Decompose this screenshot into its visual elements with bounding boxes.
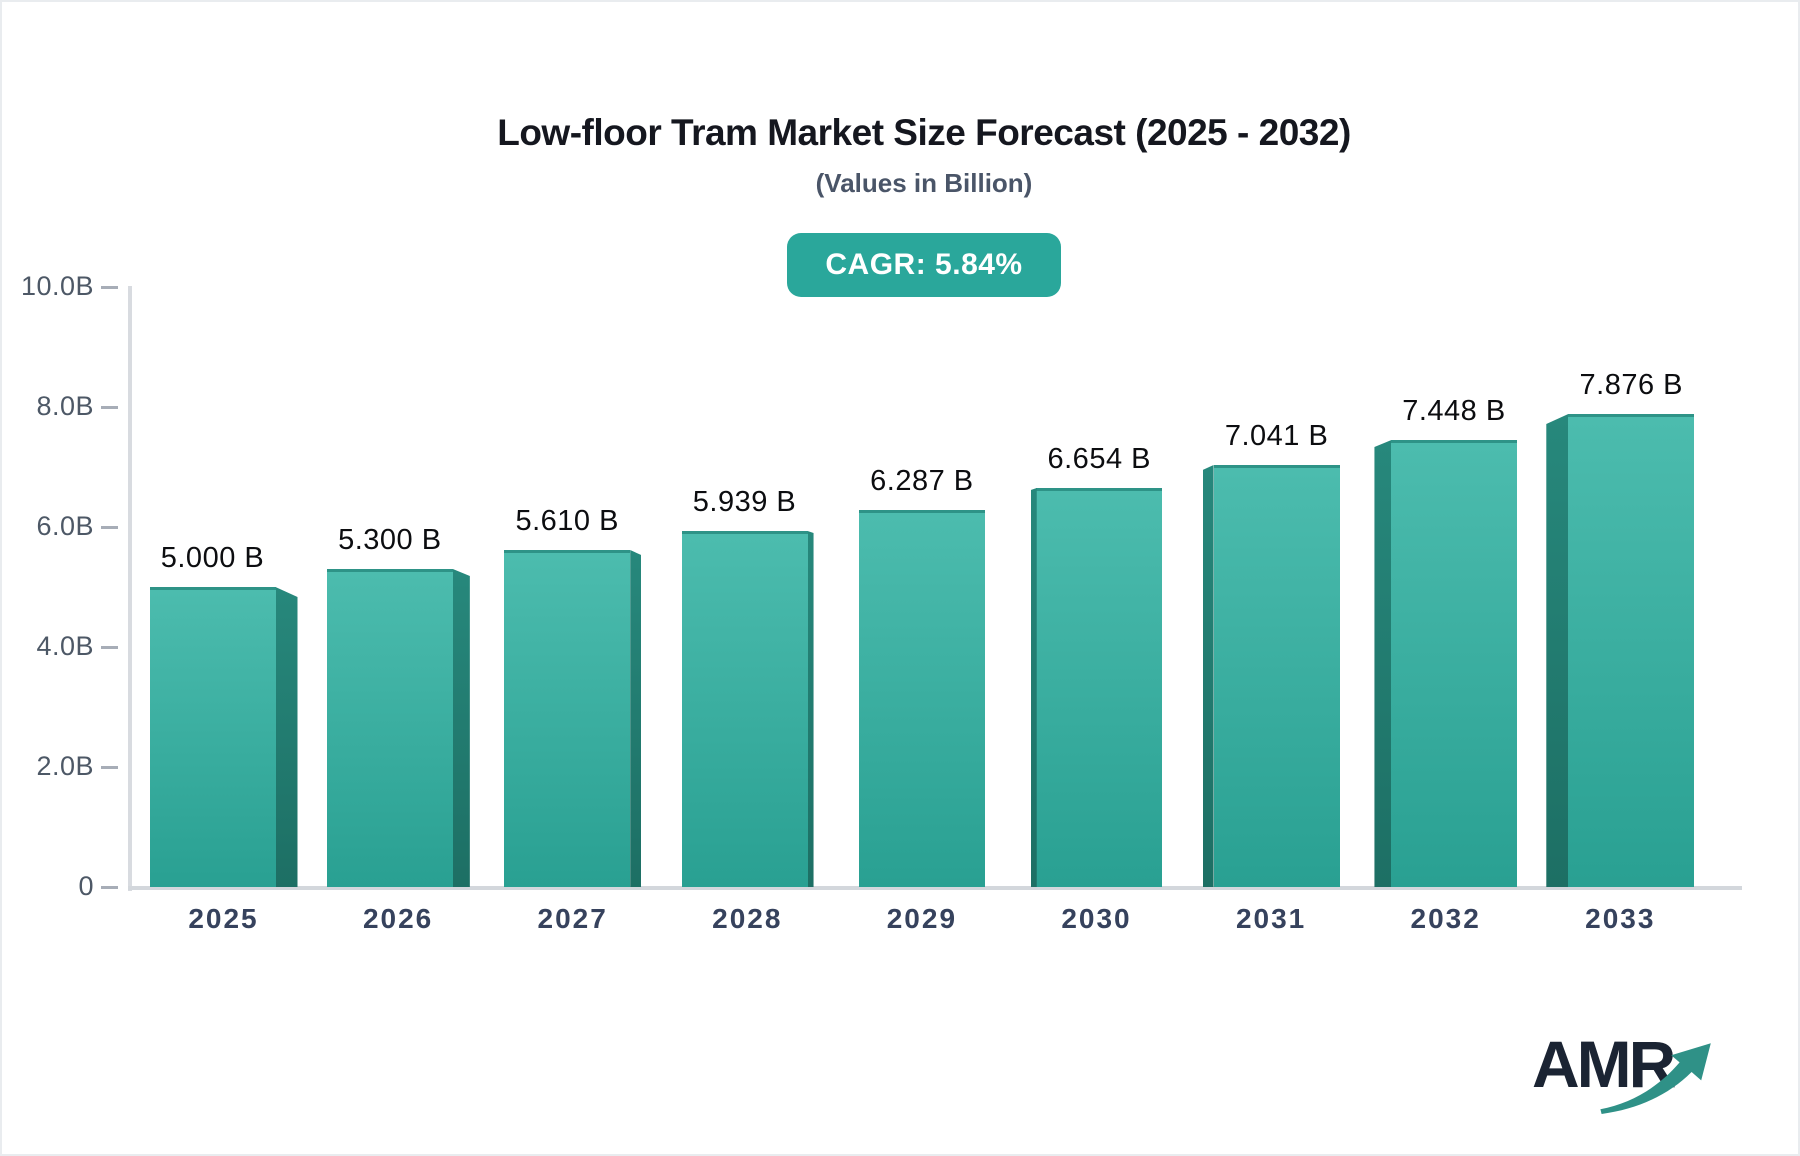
x-axis-label-2027: 2027 [537,903,608,934]
x-axis-label-2031: 2031 [1235,903,1307,934]
y-tick-dash [101,646,118,649]
y-tick-label-10.0B: 10.0B [20,271,94,301]
bar-side [1546,414,1569,887]
y-tick-label-2.0B: 2.0B [36,751,94,781]
x-axis-label-2032: 2032 [1410,903,1481,934]
bar-2029[interactable] [858,510,985,887]
bar-2025[interactable] [149,587,298,887]
y-tick-dash [101,766,118,769]
bar-side [630,550,642,887]
bar-2030[interactable] [1030,488,1163,887]
x-axis-label-2029: 2029 [886,903,958,934]
y-tick-dash [101,286,118,289]
bar-2031[interactable] [1202,465,1340,887]
x-axis-label-2033: 2033 [1585,903,1656,934]
bar-face [326,569,453,887]
bar-2026[interactable] [326,569,470,887]
bar-value-label-2031: 7.041 B [1224,420,1329,452]
cagr-badge: CAGR: 5.84% [787,233,1061,297]
y-tick-label-8.0B: 8.0B [36,391,94,421]
y-tick-dash [101,526,118,529]
bar-face [149,587,276,887]
y-tick-label-6.0B: 6.0B [36,511,94,541]
bar-side [1030,488,1037,887]
bar-value-label-2027: 5.610 B [515,505,619,537]
y-tick-label-4.0B: 4.0B [36,631,94,661]
bar-face [858,510,985,887]
bar-face [1568,414,1695,887]
bar-side [1202,465,1214,887]
bar-2028[interactable] [681,531,814,887]
bar-value-label-2028: 5.939 B [692,486,797,518]
amr-logo-arrow-icon [1600,1043,1711,1114]
bar-side [1374,440,1392,887]
bar-2032[interactable] [1374,440,1517,887]
bar-face [504,550,631,887]
bar-face [1390,440,1517,887]
chart-subtitle: (Values in Billion) [815,168,1033,198]
chart-header: Low-floor Tram Market Size Forecast (202… [24,0,1800,297]
bar-value-label-2026: 5.300 B [338,524,442,556]
x-axis-label-2026: 2026 [362,903,434,934]
bar-value-label-2033: 7.876 B [1579,369,1684,401]
bar-value-label-2030: 6.654 B [1047,443,1151,475]
bar-2027[interactable] [504,550,642,887]
y-tick-dash [101,406,118,409]
x-axis-line [128,886,1742,890]
chart-title: Low-floor Tram Market Size Forecast (202… [497,112,1351,153]
bar-value-label-2032: 7.448 B [1402,395,1506,427]
bar-side [275,587,298,887]
bar-value-label-2029: 6.287 B [870,465,974,497]
x-axis-label-2025: 2025 [188,903,259,934]
bar-face [681,531,808,887]
bar-side [807,531,814,887]
bar-face [1036,488,1163,887]
y-tick-dash [101,886,118,889]
bar-value-label-2025: 5.000 B [160,542,265,574]
y-axis-line [128,286,132,891]
amr-logo: AMR [1532,1026,1722,1116]
x-axis-label-2030: 2030 [1061,903,1132,934]
x-axis-label-2028: 2028 [712,903,783,934]
bar-face [1213,465,1340,887]
bar-2033[interactable] [1546,414,1695,887]
bar-side [452,569,470,887]
y-tick-label-0: 0 [78,871,94,901]
